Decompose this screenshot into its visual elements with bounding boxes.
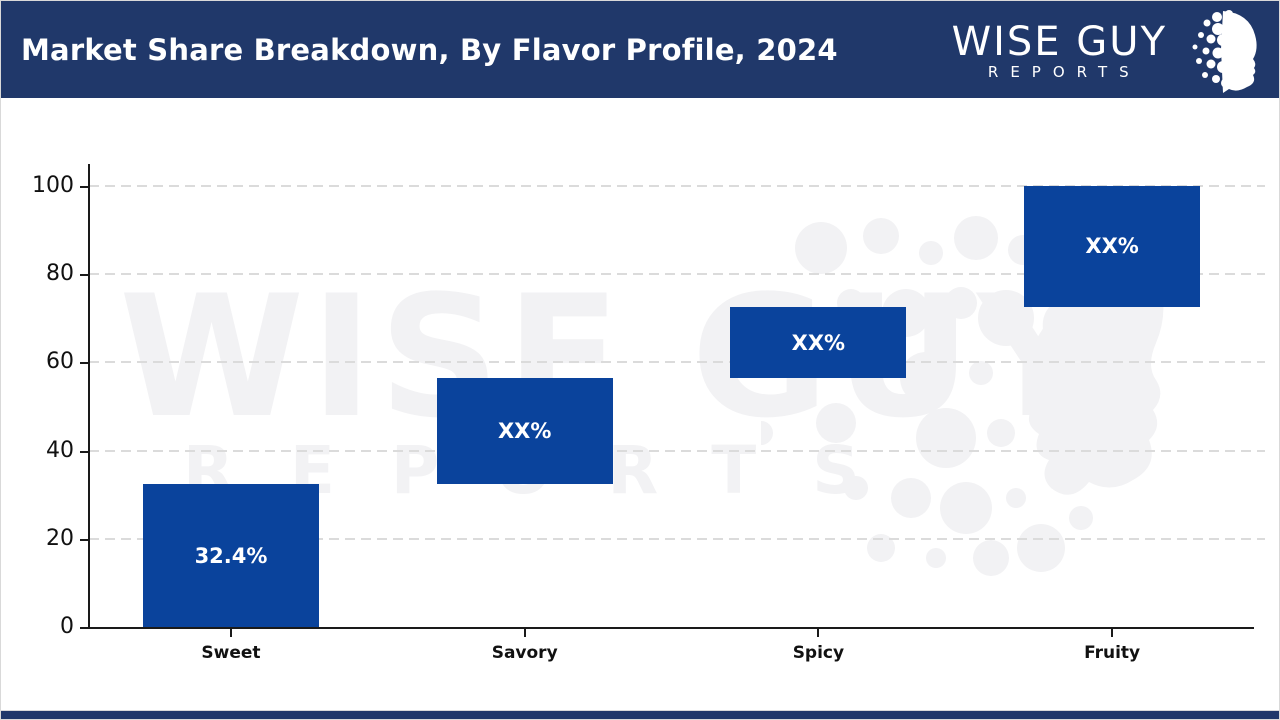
y-tick xyxy=(80,538,88,541)
logo-subtitle: REPORTS xyxy=(987,63,1141,81)
gridline-20 xyxy=(89,537,1265,540)
bar-value-label: 32.4% xyxy=(194,543,268,568)
bar-savory: XX% xyxy=(436,378,613,485)
x-category-label: Fruity xyxy=(1084,643,1141,663)
x-tick xyxy=(1111,629,1114,637)
footer-bar xyxy=(1,711,1279,719)
y-tick-label: 20 xyxy=(46,525,74,551)
gridline-100 xyxy=(89,185,1265,187)
bar-value-label: XX% xyxy=(497,419,552,444)
y-tick-label: 80 xyxy=(46,261,74,287)
gridline-40 xyxy=(89,449,1265,452)
y-axis-spine xyxy=(88,164,90,629)
y-tick xyxy=(80,450,88,453)
x-tick xyxy=(230,629,232,637)
x-category-label: Spicy xyxy=(792,643,845,663)
y-tick xyxy=(80,274,88,277)
bar-value-label: XX% xyxy=(791,330,846,355)
header-bar: Market Share Breakdown, By Flavor Profil… xyxy=(1,1,1279,98)
y-tick-label: 60 xyxy=(46,349,74,375)
y-tick-label: 100 xyxy=(32,173,74,198)
footer-divider xyxy=(1,710,1279,711)
x-tick xyxy=(817,629,820,637)
wiseguy-logo: WISE GUY REPORTS xyxy=(952,9,1263,93)
chart-area: WISE GUY REPORTS 32.4%XX%XX%XX%020406080… xyxy=(1,98,1279,714)
chart-title: Market Share Breakdown, By Flavor Profil… xyxy=(21,32,838,67)
x-category-label: Sweet xyxy=(201,643,261,663)
x-axis-spine xyxy=(88,627,1254,629)
bar-value-label: XX% xyxy=(1085,234,1139,259)
x-tick xyxy=(523,629,526,637)
bar-spicy: XX% xyxy=(730,306,907,379)
x-category-label: Savory xyxy=(491,643,558,663)
gridline-80 xyxy=(89,273,1265,276)
logo-text: WISE GUY REPORTS xyxy=(952,21,1167,81)
gridline-60 xyxy=(89,361,1265,364)
logo-wordmark: WISE GUY xyxy=(951,19,1167,65)
logo-head-icon xyxy=(1192,10,1257,93)
y-tick xyxy=(80,186,88,188)
y-tick xyxy=(80,362,88,365)
bar-fruity: XX% xyxy=(1024,186,1201,307)
y-tick-label: 40 xyxy=(46,437,74,463)
bar-sweet: 32.4% xyxy=(143,484,319,627)
y-tick xyxy=(80,627,88,629)
y-tick-label: 0 xyxy=(60,614,74,639)
